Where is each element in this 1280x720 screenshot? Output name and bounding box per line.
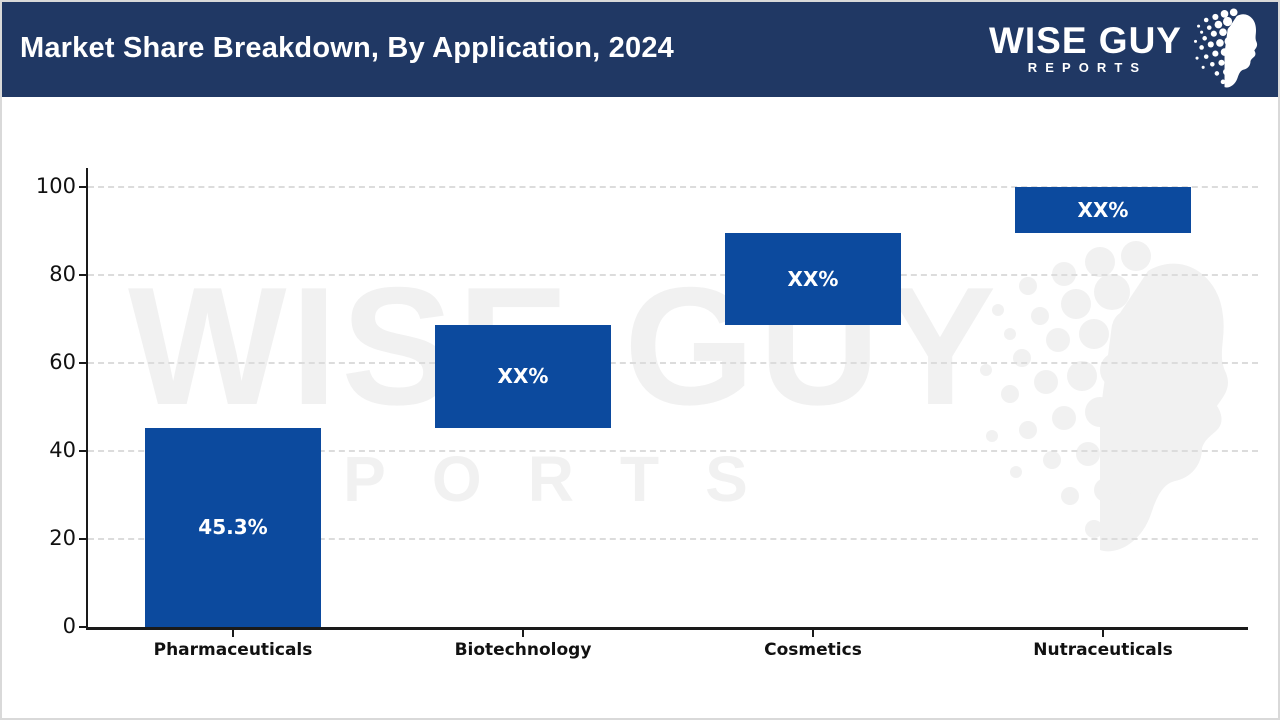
gridline: [88, 274, 1258, 276]
bar: XX%: [1015, 187, 1191, 234]
bar-value-label: XX%: [1077, 198, 1129, 223]
x-axis-line: [86, 627, 1248, 630]
bar: 45.3%: [145, 427, 321, 627]
y-tick-mark: [79, 450, 87, 452]
bar-value-label: 45.3%: [198, 515, 268, 540]
x-category-label: Biotechnology: [454, 640, 592, 660]
header: Market Share Breakdown, By Application, …: [0, 0, 1280, 97]
x-category-label: Cosmetics: [764, 640, 862, 660]
y-tick-mark: [79, 538, 87, 540]
x-tick-mark: [812, 630, 814, 637]
y-tick-label: 60: [49, 350, 76, 374]
bar: XX%: [725, 233, 901, 326]
brand-logo: WISE GUY REPORTS: [989, 7, 1262, 91]
x-tick-mark: [522, 630, 524, 637]
y-axis-line: [86, 168, 88, 630]
y-tick-label: 20: [49, 526, 76, 550]
y-tick-mark: [79, 274, 87, 276]
y-tick-label: 100: [35, 174, 76, 198]
y-tick-mark: [79, 626, 87, 628]
gridline: [88, 186, 1258, 188]
brand-logo-text: WISE GUY REPORTS: [988, 19, 1182, 76]
brand-name: WISE GUY: [988, 19, 1182, 61]
y-tick-label: 40: [49, 438, 76, 462]
x-category-label: Nutraceuticals: [1033, 640, 1173, 660]
page-title: Market Share Breakdown, By Application, …: [20, 32, 674, 64]
bar: XX%: [435, 325, 611, 428]
gridline: [88, 538, 1258, 540]
gridline: [88, 450, 1258, 452]
brand-subname: REPORTS: [1027, 59, 1148, 75]
head-icon: [1193, 8, 1258, 88]
y-tick-label: 80: [49, 262, 76, 286]
x-tick-mark: [232, 630, 234, 637]
y-tick-label: 0: [62, 614, 76, 638]
gridline: [88, 362, 1258, 364]
bar-value-label: XX%: [787, 267, 839, 292]
x-category-label: Pharmaceuticals: [153, 640, 313, 660]
x-tick-mark: [1102, 630, 1104, 637]
bar-value-label: XX%: [497, 364, 549, 389]
y-tick-mark: [79, 362, 87, 364]
y-tick-mark: [79, 186, 87, 188]
